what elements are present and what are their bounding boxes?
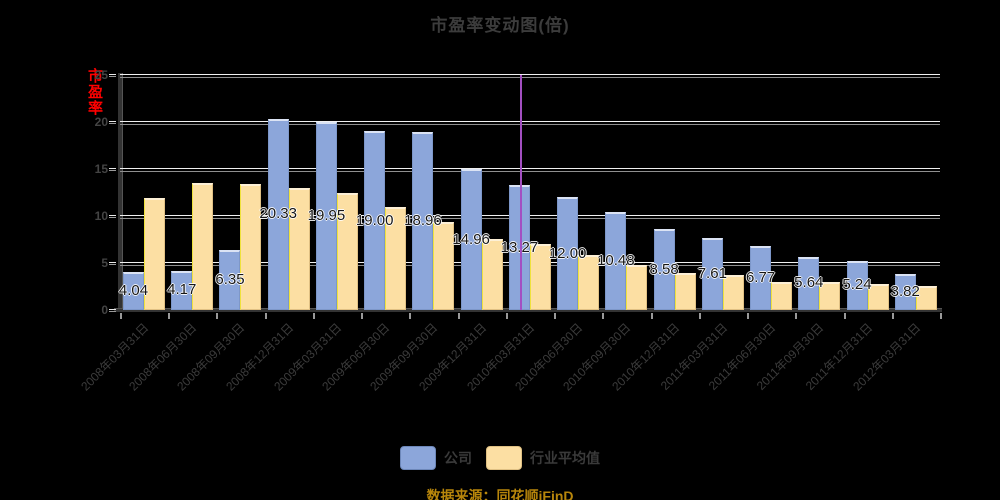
company-bar <box>460 169 482 310</box>
company-bar-value-label: 5.24 <box>842 276 872 294</box>
x-axis-tick <box>361 313 364 319</box>
industry-bar <box>626 264 648 310</box>
x-axis-tick <box>216 313 219 319</box>
x-axis-tick <box>891 313 894 319</box>
company-bar <box>315 122 337 310</box>
company-bar-value-label: 20.33 <box>259 205 297 223</box>
company-bar-value-label: 19.95 <box>307 207 346 225</box>
legend-item-company: 公司 <box>400 446 472 470</box>
y-axis-tick <box>109 168 116 171</box>
y-axis-tick <box>109 262 116 265</box>
company-bar-value-label: 13.27 <box>501 239 539 256</box>
company-legend-label: 公司 <box>444 450 472 466</box>
x-axis-tick <box>120 313 122 319</box>
legend: 公司 行业平均值 <box>0 446 1000 470</box>
x-axis-tick <box>554 313 557 319</box>
company-bar <box>123 272 144 310</box>
y-tick-label-0: 0 <box>101 303 108 317</box>
y-axis-unit-label: 市盈率 <box>86 68 103 116</box>
company-bar-value-label: 8.58 <box>649 260 679 278</box>
industry-bar <box>915 285 937 310</box>
industry-bar <box>433 221 455 310</box>
crosshair-line <box>519 75 522 310</box>
company-bar-value-label: 12.00 <box>548 244 587 262</box>
company-bar-value-label: 18.96 <box>404 211 442 229</box>
x-axis-tick <box>795 313 798 319</box>
company-bar-value-label: 6.77 <box>745 269 776 287</box>
company-bar <box>219 250 241 310</box>
company-bar <box>894 274 916 310</box>
industry-bar <box>288 187 310 310</box>
company-bar <box>267 118 289 310</box>
data-source-link[interactable]: 数据来源：同花顺iFinD <box>426 488 574 500</box>
x-axis-tick <box>747 313 750 319</box>
x-axis-tick <box>409 313 412 319</box>
x-axis-tick <box>264 313 267 319</box>
company-bar-value-label: 19.00 <box>355 211 394 229</box>
company-bar <box>605 211 627 310</box>
x-axis-tick <box>168 313 171 319</box>
company-bar <box>508 185 530 310</box>
company-bar-value-label: 3.82 <box>890 283 920 301</box>
legend-item-industry: 行业平均值 <box>486 446 600 470</box>
y-tick-label-15: 15 <box>94 162 108 176</box>
gridline-y-20 <box>120 121 940 125</box>
company-bar <box>846 260 868 310</box>
x-axis-tick <box>843 313 846 319</box>
industry-bar <box>240 184 262 310</box>
chart-title: 市盈率变动图(倍) <box>430 16 570 35</box>
company-bar <box>798 256 820 310</box>
x-axis-tick <box>312 313 315 319</box>
industry-bar <box>144 198 165 310</box>
gridline-y-25 <box>120 74 940 78</box>
gridline-y-10 <box>120 215 940 219</box>
company-bar <box>557 197 579 310</box>
x-axis-tick <box>650 313 653 319</box>
company-bar <box>364 131 386 310</box>
industry-bar <box>529 244 551 310</box>
company-bar <box>701 238 723 310</box>
industry-bar <box>674 273 696 310</box>
x-axis-tick <box>940 313 942 319</box>
gridline-y-15 <box>120 168 940 172</box>
company-bar-value-label: 7.61 <box>697 265 727 283</box>
company-bar <box>412 131 434 310</box>
x-axis-tick <box>505 313 508 319</box>
y-axis-tick <box>109 74 116 77</box>
y-tick-label-25: 25 <box>94 68 108 82</box>
company-bar-value-label: 5.64 <box>794 274 824 292</box>
y-axis-tick <box>109 309 116 312</box>
industry-legend-swatch <box>486 446 522 470</box>
y-axis-tick <box>109 215 116 218</box>
y-tick-label-10: 10 <box>94 209 108 223</box>
company-bar-value-label: 14.96 <box>452 230 490 248</box>
y-axis-tick <box>109 121 116 124</box>
company-bar-value-label: 4.17 <box>167 281 197 299</box>
industry-bar <box>385 206 407 310</box>
y-tick-label-5: 5 <box>101 256 108 270</box>
industry-legend-label: 行业平均值 <box>530 450 600 466</box>
y-tick-label-20: 20 <box>94 115 108 129</box>
industry-bar <box>722 274 744 310</box>
x-axis-tick <box>457 313 460 319</box>
company-bar <box>171 270 193 310</box>
industry-bar <box>481 238 503 310</box>
company-bar-value-label: 6.35 <box>215 271 245 289</box>
company-legend-swatch <box>400 446 436 470</box>
x-axis-tick <box>698 313 701 319</box>
industry-bar <box>578 254 600 310</box>
industry-bar <box>336 193 358 310</box>
company-bar <box>653 229 675 310</box>
company-bar-value-label: 4.04 <box>118 282 149 299</box>
industry-bar <box>192 183 214 310</box>
y-axis-line <box>118 73 123 312</box>
industry-bar <box>819 281 841 310</box>
company-bar <box>750 246 772 310</box>
x-axis-tick <box>602 313 605 319</box>
industry-bar <box>771 281 793 310</box>
plot-area: 4.04 4.17 6.35 20.33 19.95 19.00 18.96 14.96 13.… <box>118 74 940 310</box>
company-bar-value-label: 10.48 <box>597 251 635 269</box>
industry-bar <box>867 283 889 310</box>
